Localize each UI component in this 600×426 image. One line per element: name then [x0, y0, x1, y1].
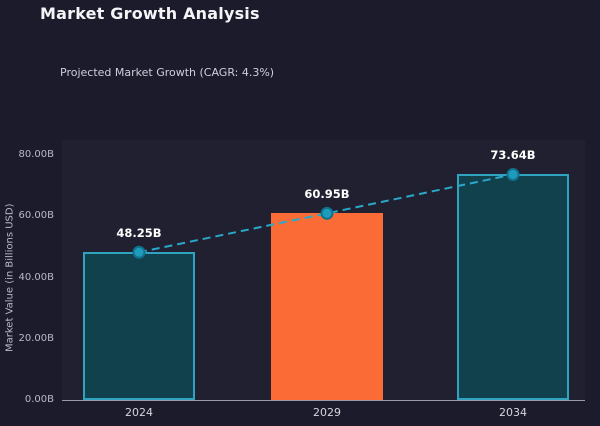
y-axis-ticks: 0.00B 20.00B 40.00B 60.00B 80.00B	[0, 0, 58, 426]
chart-subtitle: Projected Market Growth (CAGR: 4.3%)	[60, 66, 275, 79]
y-axis-tick-20: 20.00B	[18, 332, 55, 344]
y-axis-tick-60: 60.00B	[18, 210, 55, 222]
x-axis-label-2024: 2024	[125, 406, 153, 419]
y-axis-tick-40: 40.00B	[18, 271, 55, 283]
y-axis-tick-0: 0.00B	[24, 394, 54, 405]
x-axis-line	[62, 400, 585, 401]
value-label-2024: 48.25B	[116, 226, 162, 241]
bar-2029	[271, 213, 383, 400]
value-label-2029: 60.95B	[304, 187, 350, 202]
bar-2034	[457, 174, 569, 400]
bar-2024	[83, 252, 195, 400]
y-axis-tick-80: 80.00B	[18, 149, 55, 160]
value-label-2034: 73.64B	[490, 148, 536, 163]
x-axis-label-2034: 2034	[499, 406, 527, 419]
x-axis-label-2029: 2029	[313, 406, 341, 419]
chart-title: Market Growth Analysis	[40, 4, 260, 23]
